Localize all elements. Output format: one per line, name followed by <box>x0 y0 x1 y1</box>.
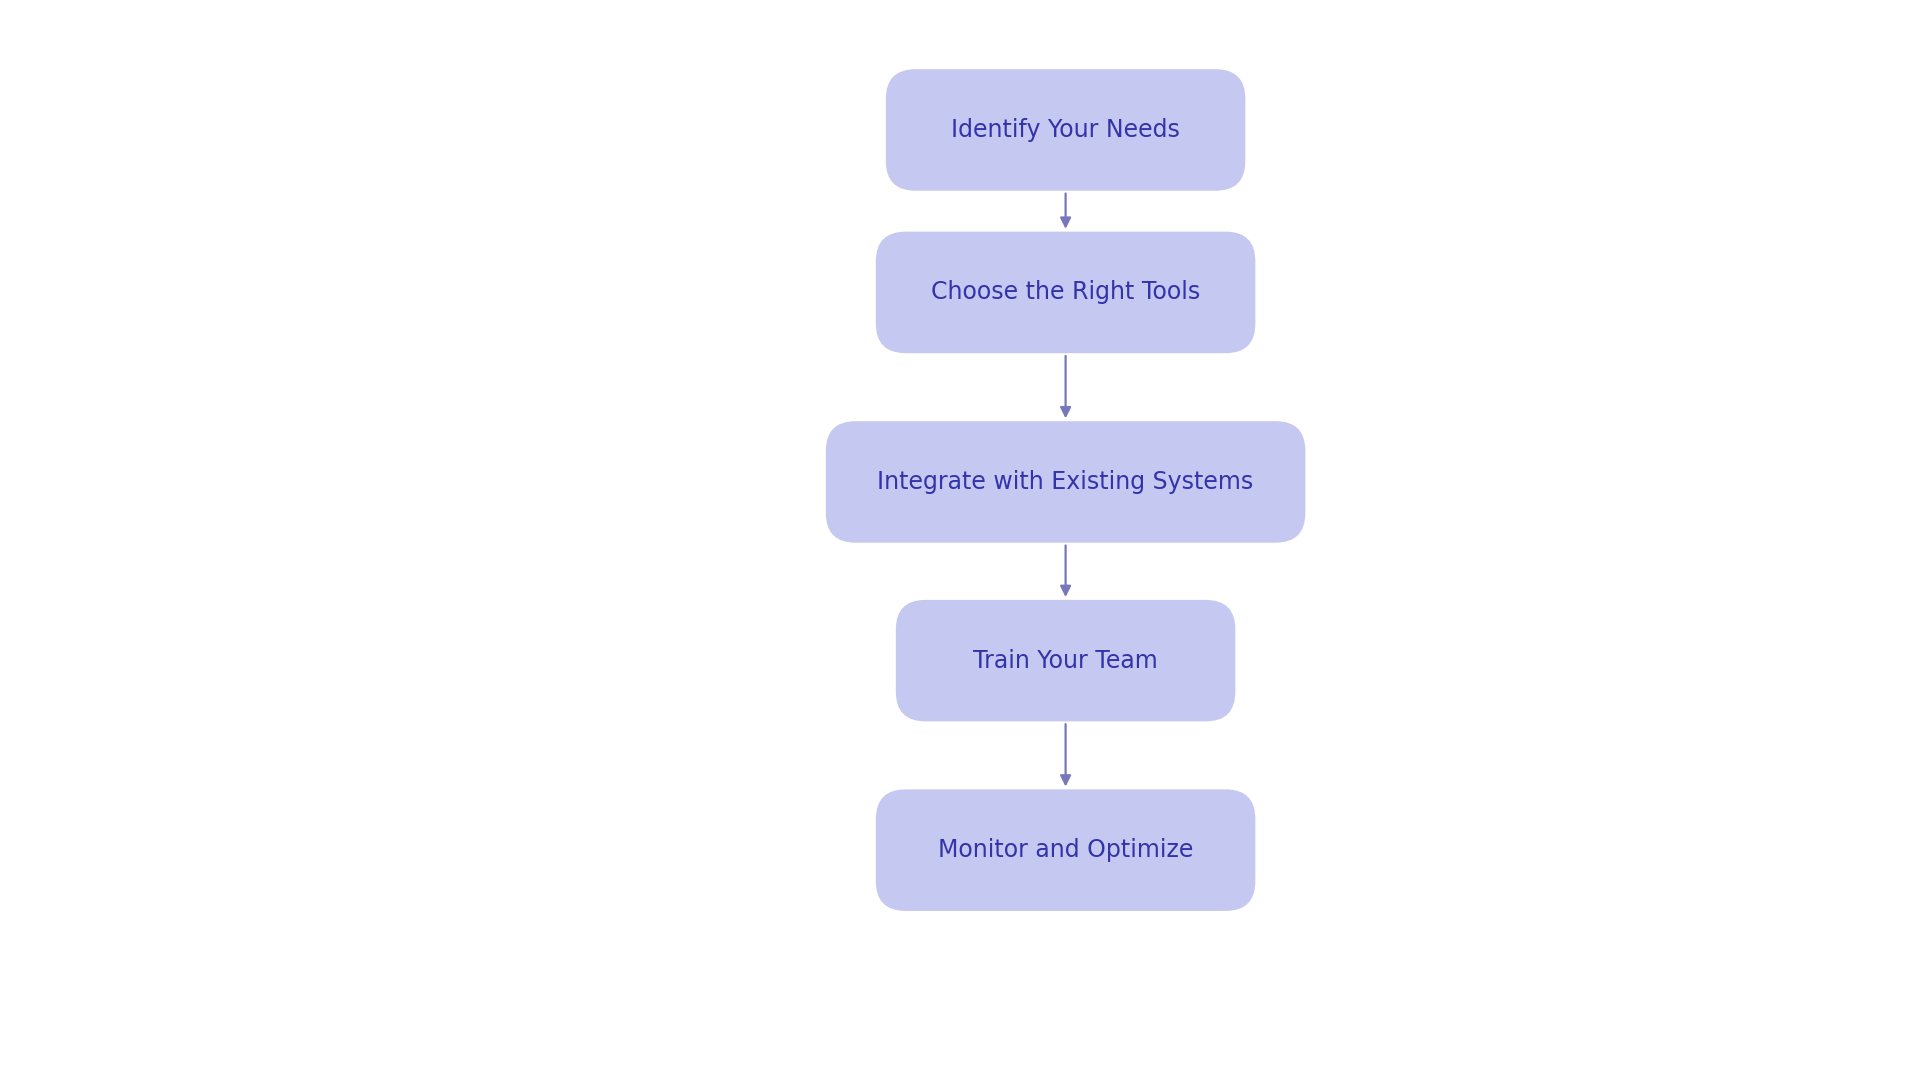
FancyBboxPatch shape <box>876 232 1256 353</box>
Text: Train Your Team: Train Your Team <box>973 649 1158 673</box>
Text: Choose the Right Tools: Choose the Right Tools <box>931 280 1200 304</box>
Text: Monitor and Optimize: Monitor and Optimize <box>937 838 1194 862</box>
Text: Identify Your Needs: Identify Your Needs <box>950 118 1181 142</box>
FancyBboxPatch shape <box>897 600 1235 721</box>
FancyBboxPatch shape <box>826 421 1306 543</box>
FancyBboxPatch shape <box>885 69 1246 191</box>
FancyBboxPatch shape <box>876 790 1256 911</box>
Text: Integrate with Existing Systems: Integrate with Existing Systems <box>877 470 1254 494</box>
